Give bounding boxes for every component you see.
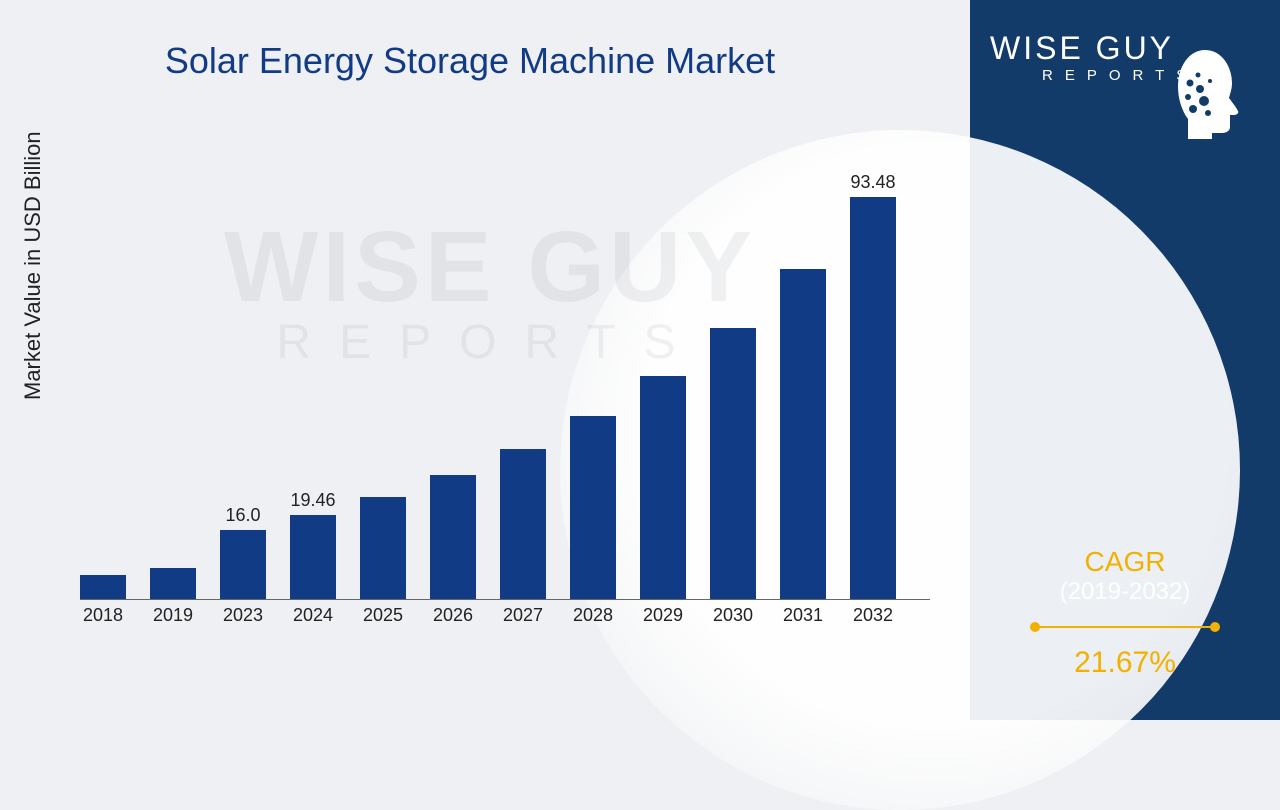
x-tick-label: 2032 (853, 605, 893, 626)
bar: 203293.48 (850, 197, 896, 599)
y-axis-label: Market Value in USD Billion (20, 131, 46, 400)
cagr-label: CAGR (970, 546, 1280, 578)
x-tick-label: 2027 (503, 605, 543, 626)
x-tick-label: 2025 (363, 605, 403, 626)
chart-area: Solar Energy Storage Machine Market WISE… (0, 0, 970, 720)
bar: 2030 (710, 328, 756, 599)
bar: 2031 (780, 269, 826, 599)
bar: 202419.46 (290, 515, 336, 599)
x-tick-label: 2030 (713, 605, 753, 626)
x-tick-label: 2028 (573, 605, 613, 626)
x-tick-label: 2018 (83, 605, 123, 626)
cagr-block: CAGR (2019-2032) 21.67% (970, 546, 1280, 680)
bar-plot: 2018 2019 202316.0 202419.46 2025 2026 2027 202… (80, 170, 930, 600)
bar-value-label: 93.48 (850, 172, 895, 193)
bar: 202316.0 (220, 530, 266, 599)
bar-value-label: 16.0 (225, 505, 260, 526)
x-tick-label: 2029 (643, 605, 683, 626)
cagr-period: (2019-2032) (970, 578, 1280, 606)
bar-value-label: 19.46 (290, 490, 335, 511)
bar: 2018 (80, 575, 126, 599)
x-tick-label: 2024 (293, 605, 333, 626)
bar: 2027 (500, 449, 546, 600)
cagr-value: 21.67% (970, 646, 1280, 680)
brand-logo: WISE GUY REPORTS (990, 30, 1250, 84)
head-silhouette-icon (1160, 45, 1240, 140)
x-tick-label: 2026 (433, 605, 473, 626)
bar: 2025 (360, 497, 406, 599)
bar: 2019 (150, 568, 196, 599)
chart-title: Solar Energy Storage Machine Market (0, 40, 940, 82)
bar: 2029 (640, 376, 686, 599)
bar: 2026 (430, 475, 476, 599)
bar: 2028 (570, 416, 616, 599)
x-tick-label: 2031 (783, 605, 823, 626)
x-tick-label: 2019 (153, 605, 193, 626)
cagr-divider-icon (1035, 626, 1215, 628)
x-tick-label: 2023 (223, 605, 263, 626)
